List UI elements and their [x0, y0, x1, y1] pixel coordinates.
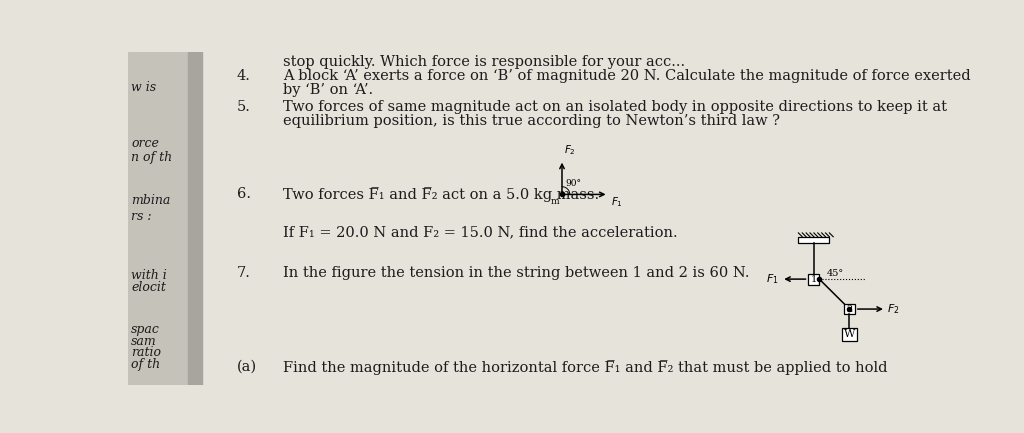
Text: rs :: rs :	[131, 210, 152, 223]
Text: n of th: n of th	[131, 151, 172, 164]
Text: 7.: 7.	[237, 266, 251, 280]
Text: Two forces F̅₁ and F̅₂ act on a 5.0 kg mass.: Two forces F̅₁ and F̅₂ act on a 5.0 kg m…	[283, 187, 599, 202]
Text: with i: with i	[131, 269, 167, 282]
Text: equilibrium position, is this true according to Newton’s third law ?: equilibrium position, is this true accor…	[283, 113, 780, 128]
Bar	[842, 328, 857, 341]
Text: stop quickly. Which force is responsible for your acc...: stop quickly. Which force is responsible…	[283, 55, 685, 69]
Bar	[188, 52, 203, 385]
Text: 90°: 90°	[566, 179, 582, 188]
Bar	[809, 274, 819, 284]
Bar	[844, 304, 855, 314]
Text: 6.: 6.	[237, 187, 251, 201]
Text: A block ‘A’ exerts a force on ‘B’ of magnitude 20 N. Calculate the magnitude of : A block ‘A’ exerts a force on ‘B’ of mag…	[283, 69, 971, 83]
Text: 4.: 4.	[237, 69, 251, 83]
Text: m: m	[550, 197, 559, 207]
Bar	[128, 52, 188, 385]
Text: spac: spac	[131, 323, 160, 336]
Text: by ‘B’ on ‘A’.: by ‘B’ on ‘A’.	[283, 83, 373, 97]
Text: $F_2$: $F_2$	[888, 302, 900, 316]
Text: W: W	[844, 330, 855, 339]
Text: Two forces of same magnitude act on an isolated body in opposite directions to k: Two forces of same magnitude act on an i…	[283, 100, 947, 114]
Text: (a): (a)	[237, 360, 257, 374]
Text: If F₁ = 20.0 N and F₂ = 15.0 N, find the acceleration.: If F₁ = 20.0 N and F₂ = 15.0 N, find the…	[283, 225, 678, 239]
Text: 1: 1	[811, 275, 817, 284]
Text: sam: sam	[131, 335, 157, 348]
Text: mbina: mbina	[131, 194, 170, 207]
Text: elocit: elocit	[131, 281, 166, 294]
Text: 2: 2	[846, 304, 853, 313]
Text: $F_2$: $F_2$	[563, 144, 575, 158]
Text: $F_1$: $F_1$	[611, 195, 623, 209]
Text: In the figure the tension in the string between 1 and 2 is 60 N.: In the figure the tension in the string …	[283, 266, 750, 280]
Text: ratio: ratio	[131, 346, 161, 359]
Text: orce: orce	[131, 137, 159, 150]
Text: w is: w is	[131, 81, 157, 94]
Bar	[799, 237, 829, 243]
Text: 5.: 5.	[237, 100, 251, 114]
Text: 45°: 45°	[827, 268, 844, 278]
Text: Find the magnitude of the horizontal force F̅₁ and F̅₂ that must be applied to h: Find the magnitude of the horizontal for…	[283, 360, 888, 375]
Text: $F_1$: $F_1$	[766, 272, 779, 286]
Text: of th: of th	[131, 358, 160, 371]
